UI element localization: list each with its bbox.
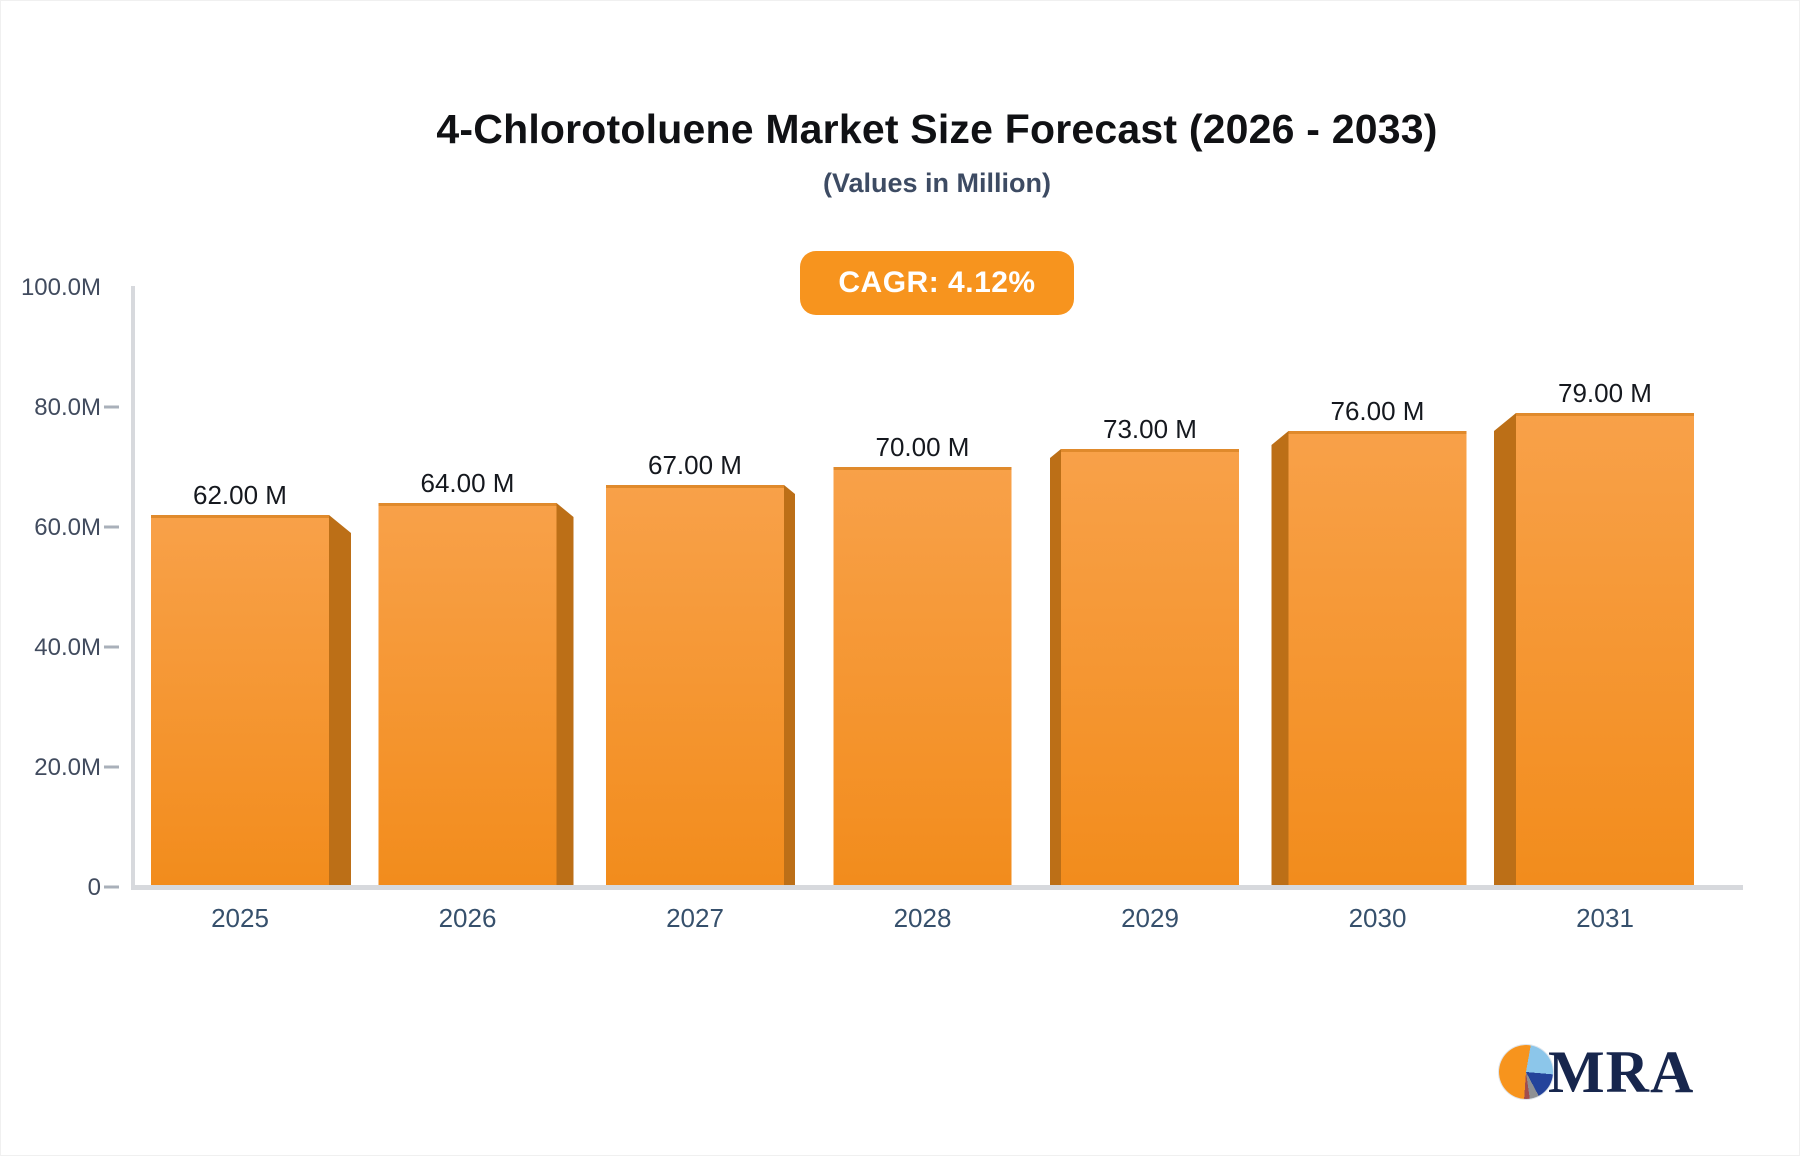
y-axis-tick-label: 40.0M (34, 634, 101, 661)
mra-logo-text: MRA (1548, 1039, 1695, 1105)
y-axis-tick-label: 60.0M (34, 514, 101, 541)
x-axis-category-label: 2025 (211, 903, 269, 933)
bar-value-label: 62.00 M (193, 480, 287, 510)
bar-top-edge-2029 (1061, 449, 1239, 452)
y-axis-tick-mark (104, 765, 119, 769)
bar-value-label: 67.00 M (648, 450, 742, 480)
bar-top-edge-2031 (1516, 413, 1694, 416)
bar-value-label: 70.00 M (876, 432, 970, 462)
bar-top-edge-2028 (833, 467, 1012, 470)
bar-2031 (1516, 413, 1694, 887)
bar-top-edge-2027 (606, 485, 784, 488)
y-axis-tick-mark (104, 885, 119, 889)
bar-value-label: 73.00 M (1103, 414, 1197, 444)
chart-title: 4-Chlorotoluene Market Size Forecast (20… (436, 106, 1438, 152)
bar-2028 (833, 467, 1012, 887)
bar-top-edge-2025 (151, 515, 329, 518)
bar-side-face-2025 (329, 515, 351, 887)
y-axis-tick-label: 20.0M (34, 754, 101, 781)
bar-2025 (151, 515, 329, 887)
x-axis-category-label: 2030 (1349, 903, 1407, 933)
mra-pie-icon (1499, 1045, 1553, 1099)
bar-side-face-2026 (556, 503, 574, 887)
bar-side-face-2030 (1271, 431, 1289, 887)
x-axis-line (131, 885, 1743, 890)
y-axis-tick-label: 0 (88, 874, 101, 901)
x-axis-category-label: 2031 (1576, 903, 1634, 933)
x-axis-category-label: 2026 (439, 903, 497, 933)
bar-2027 (606, 485, 784, 887)
y-axis-tick-label: 80.0M (34, 394, 101, 421)
bar-value-label: 79.00 M (1558, 378, 1652, 408)
bar-2026 (378, 503, 557, 887)
bar-2030 (1288, 431, 1467, 887)
bar-side-face-2031 (1494, 413, 1516, 887)
bar-2029 (1061, 449, 1239, 887)
chart-subtitle: (Values in Million) (822, 168, 1052, 199)
y-axis-line (131, 286, 135, 887)
x-axis-category-label: 2029 (1121, 903, 1179, 933)
chart-header: 4-Chlorotoluene Market Size Forecast (20… (131, 1, 1743, 315)
cagr-badge: CAGR: 4.12% (800, 250, 1074, 315)
bar-value-label: 76.00 M (1331, 396, 1425, 426)
mra-logo: MRA (1499, 1037, 1694, 1107)
bar-top-edge-2026 (378, 503, 557, 506)
y-axis-tick-mark (104, 645, 119, 649)
y-axis-tick-label: 100.0M (21, 274, 101, 301)
bar-side-face-2027 (784, 485, 795, 887)
bar-value-label: 64.00 M (421, 468, 515, 498)
y-axis-tick-mark (104, 405, 119, 409)
bar-side-face-2029 (1050, 449, 1061, 887)
bar-top-edge-2030 (1288, 431, 1467, 434)
x-axis-category-label: 2027 (666, 903, 724, 933)
x-axis-category-label: 2028 (894, 903, 952, 933)
y-axis-tick-mark (104, 525, 119, 529)
